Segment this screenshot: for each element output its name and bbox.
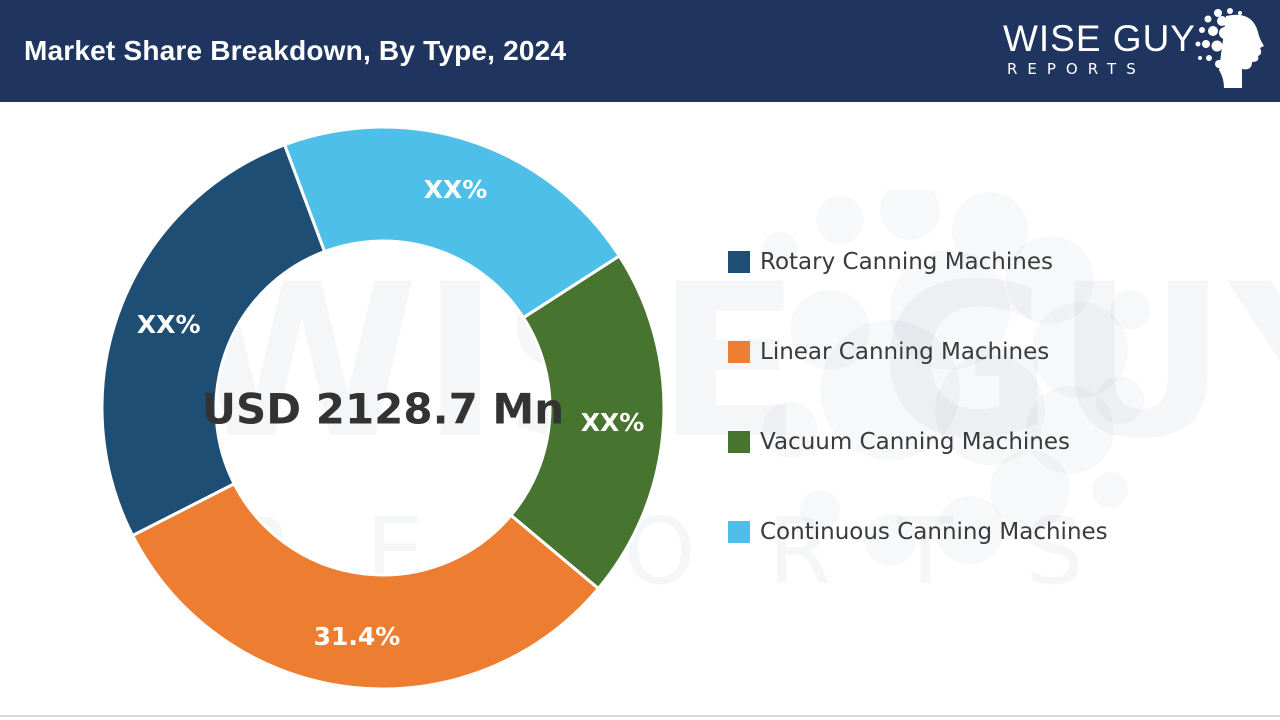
legend-swatch-rotary <box>728 251 750 273</box>
legend-item-vacuum: Vacuum Canning Machines <box>728 426 1108 458</box>
donut-chart: XX% XX% 31.4% XX% <box>100 125 666 691</box>
donut-center-value: USD 2128.7 Mn <box>201 384 565 434</box>
wise-guy-logo: WISE GUY REPORTS <box>1003 8 1266 90</box>
slice-continuous-canning-machines <box>283 125 621 320</box>
logo-subtitle: REPORTS <box>1006 59 1146 78</box>
slice-rotary-canning-machines <box>100 143 327 537</box>
slice-value-label: 31.4% <box>314 622 401 651</box>
legend-item-continuous: Continuous Canning Machines <box>728 516 1108 548</box>
slice-value-label: XX% <box>424 175 488 204</box>
slice-value-label: XX% <box>581 408 645 437</box>
legend-swatch-vacuum <box>728 431 750 453</box>
legend-label-linear: Linear Canning Machines <box>760 339 1050 365</box>
slice-linear-canning-machines <box>131 482 600 691</box>
page-title: Market Share Breakdown, By Type, 2024 <box>24 35 567 66</box>
chart-legend: Rotary Canning Machines Linear Canning M… <box>728 246 1108 606</box>
legend-swatch-linear <box>728 341 750 363</box>
header-bar: Market Share Breakdown, By Type, 2024 WI… <box>0 0 1280 102</box>
legend-label-rotary: Rotary Canning Machines <box>760 249 1053 275</box>
legend-item-linear: Linear Canning Machines <box>728 336 1108 368</box>
slice-vacuum-canning-machines <box>509 254 666 591</box>
logo-wordmark: WISE GUY <box>1002 18 1196 60</box>
legend-swatch-continuous <box>728 521 750 543</box>
slice-value-label: XX% <box>137 310 201 339</box>
logo-face-icon <box>1195 8 1264 88</box>
legend-label-vacuum: Vacuum Canning Machines <box>760 429 1071 455</box>
legend-item-rotary: Rotary Canning Machines <box>728 246 1108 278</box>
legend-label-continuous: Continuous Canning Machines <box>760 519 1108 545</box>
bottom-divider <box>0 715 1280 717</box>
